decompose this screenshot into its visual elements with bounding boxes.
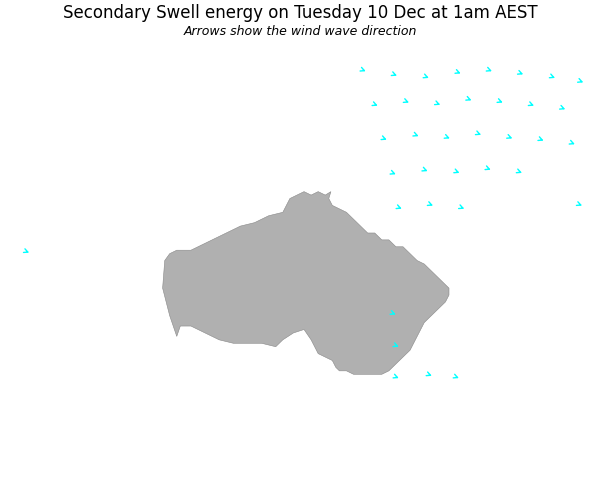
Polygon shape (163, 192, 449, 374)
Text: Secondary Swell energy on Tuesday 10 Dec at 1am AEST: Secondary Swell energy on Tuesday 10 Dec… (63, 4, 538, 22)
Text: Arrows show the wind wave direction: Arrows show the wind wave direction (184, 25, 417, 38)
